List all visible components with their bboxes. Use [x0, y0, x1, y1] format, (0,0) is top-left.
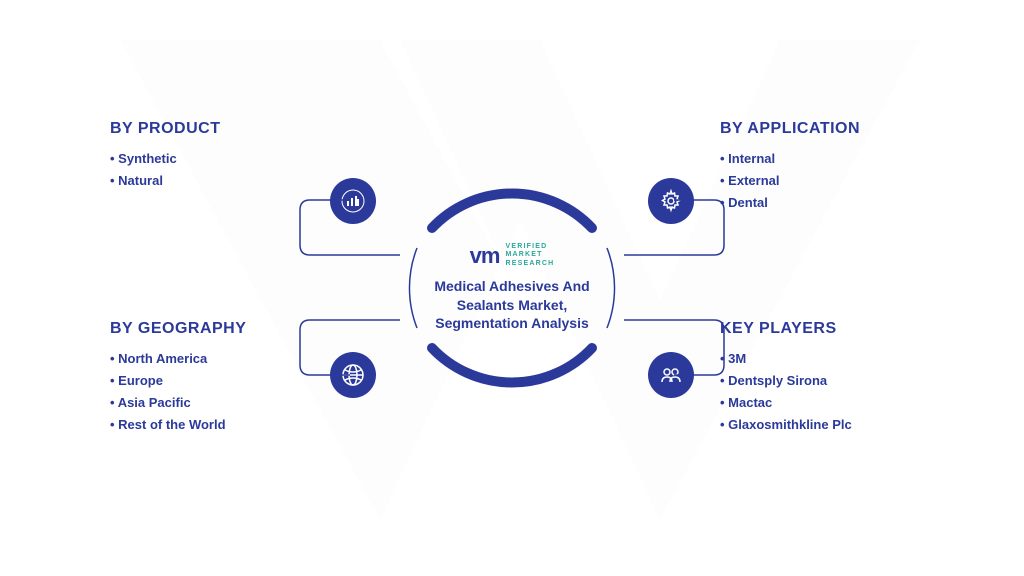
globe-icon [330, 352, 376, 398]
section-by-product: BY PRODUCT Synthetic Natural [110, 120, 330, 192]
list-item: Synthetic [110, 148, 330, 170]
list-item: Natural [110, 170, 330, 192]
section-list: Synthetic Natural [110, 148, 330, 192]
logo-mark: vm [470, 243, 500, 269]
list-item: 3M [720, 348, 940, 370]
logo-text: VERIFIED MARKET RESEARCH [505, 243, 554, 268]
bar-chart-icon [330, 178, 376, 224]
section-list: Internal External Dental [720, 148, 940, 214]
list-item: North America [110, 348, 330, 370]
hub-title: Medical Adhesives And Sealants Market, S… [422, 277, 602, 334]
section-title: KEY PLAYERS [720, 320, 940, 338]
logo: vm VERIFIED MARKET RESEARCH [422, 243, 602, 269]
list-item: Europe [110, 370, 330, 392]
section-list: North America Europe Asia Pacific Rest o… [110, 348, 330, 436]
list-item: Rest of the World [110, 414, 330, 436]
list-item: Internal [720, 148, 940, 170]
list-item: Mactac [720, 392, 940, 414]
list-item: Dentsply Sirona [720, 370, 940, 392]
section-title: BY GEOGRAPHY [110, 320, 330, 338]
people-icon [648, 352, 694, 398]
section-by-geography: BY GEOGRAPHY North America Europe Asia P… [110, 320, 330, 436]
section-title: BY APPLICATION [720, 120, 940, 138]
section-by-application: BY APPLICATION Internal External Dental [720, 120, 940, 214]
list-item: Glaxosmithkline Plc [720, 414, 940, 436]
list-item: Asia Pacific [110, 392, 330, 414]
list-item: External [720, 170, 940, 192]
gear-icon [648, 178, 694, 224]
section-key-players: KEY PLAYERS 3M Dentsply Sirona Mactac Gl… [720, 320, 940, 436]
center-hub: vm VERIFIED MARKET RESEARCH Medical Adhe… [372, 148, 652, 428]
section-title: BY PRODUCT [110, 120, 330, 138]
section-list: 3M Dentsply Sirona Mactac Glaxosmithklin… [720, 348, 940, 436]
list-item: Dental [720, 192, 940, 214]
